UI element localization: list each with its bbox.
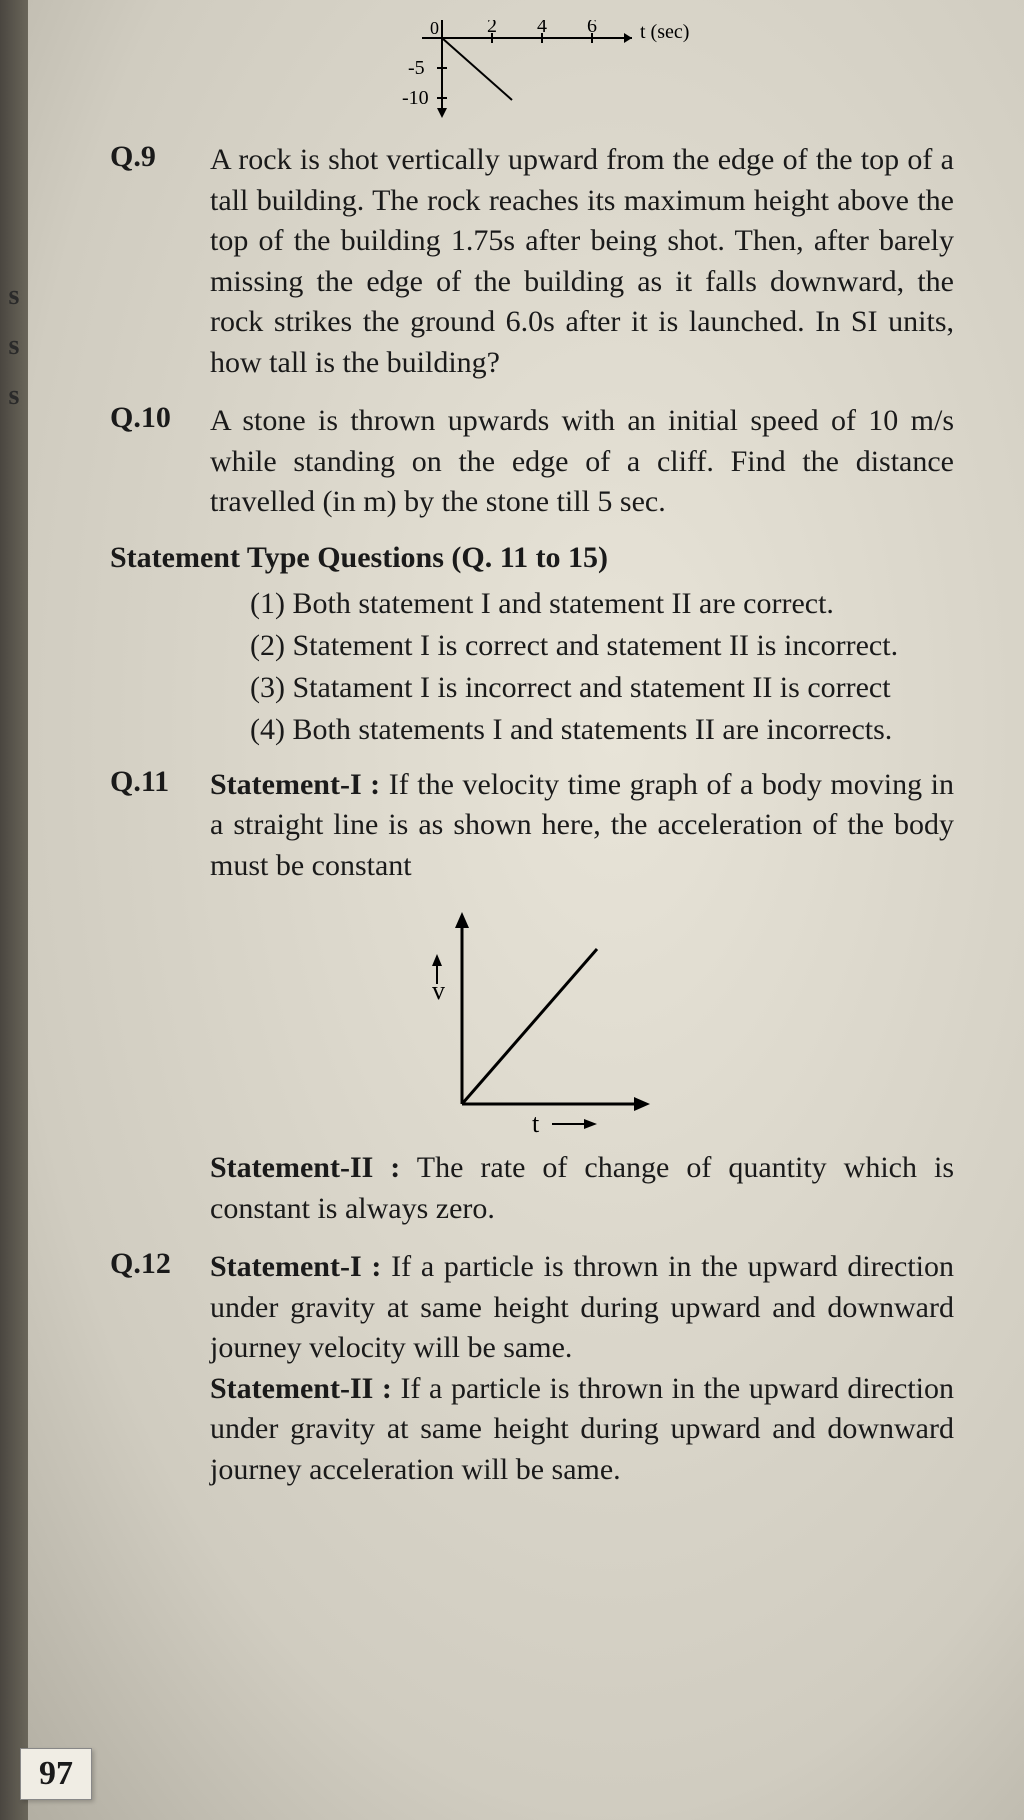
question-text: Statement-I : If a particle is thrown in…: [210, 1247, 954, 1490]
vt-graph: v t: [392, 904, 672, 1134]
svg-text:-10: -10: [402, 87, 429, 109]
option-4: (4) Both statements I and statements II …: [250, 709, 954, 751]
question-9: Q.9 A rock is shot vertically upward fro…: [110, 140, 954, 383]
question-number: Q.9: [110, 140, 210, 383]
question-12: Q.12 Statement-I : If a particle is thro…: [110, 1247, 954, 1490]
svg-text:t: t: [532, 1109, 540, 1134]
svg-text:v: v: [432, 976, 445, 1005]
question-text: A stone is thrown upwards with an initia…: [210, 401, 954, 523]
top-graph: 0 2 4 6 t (sec) -5 -10: [402, 20, 662, 120]
page: sss 0 2 4 6 t (sec) -5 -10 Q.9 A rock is…: [0, 0, 1024, 1820]
question-10: Q.10 A stone is thrown upwards with an i…: [110, 401, 954, 523]
question-text: Statement-II : The rate of change of qua…: [210, 1148, 954, 1229]
page-number: 97: [20, 1748, 92, 1800]
section-heading: Statement Type Questions (Q. 11 to 15): [110, 541, 954, 575]
question-11: Q.11 Statement-I : If the velocity time …: [110, 765, 954, 887]
statement-1-label: Statement-I :: [210, 768, 380, 801]
statement-options: (1) Both statement I and statement II ar…: [250, 583, 954, 751]
statement-2-label: Statement-II :: [210, 1372, 392, 1405]
left-margin-letters: sss: [0, 280, 28, 430]
statement-1-label: Statement-I :: [210, 1250, 381, 1283]
option-2: (2) Statement I is correct and statement…: [250, 625, 954, 667]
svg-text:0: 0: [430, 20, 439, 38]
question-number: Q.10: [110, 401, 210, 523]
svg-text:6: 6: [587, 20, 597, 37]
question-text: A rock is shot vertically upward from th…: [210, 140, 954, 383]
option-1: (1) Both statement I and statement II ar…: [250, 583, 954, 625]
spacer: [110, 1148, 210, 1229]
left-binding-edge: [0, 0, 28, 1820]
svg-text:4: 4: [537, 20, 547, 37]
question-number: Q.11: [110, 765, 210, 887]
svg-text:2: 2: [487, 20, 497, 37]
question-text: Statement-I : If the velocity time graph…: [210, 765, 954, 887]
svg-text:t (sec): t (sec): [640, 21, 689, 43]
question-number: Q.12: [110, 1247, 210, 1490]
option-3: (3) Statament I is incorrect and stateme…: [250, 667, 954, 709]
statement-2-label: Statement-II :: [210, 1151, 400, 1184]
svg-text:-5: -5: [408, 57, 425, 79]
question-11-stmt2: Statement-II : The rate of change of qua…: [110, 1148, 954, 1229]
